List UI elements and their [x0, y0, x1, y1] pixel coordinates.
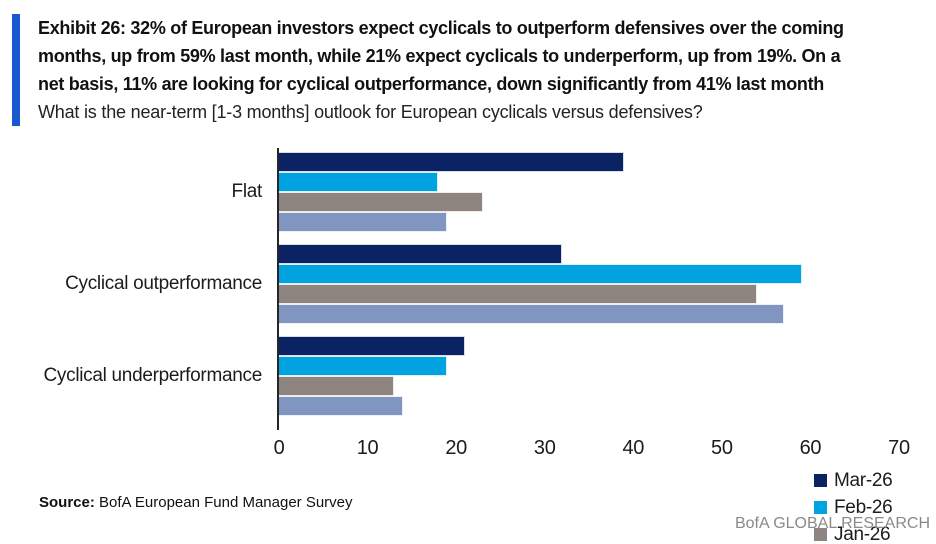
- bar-feb-26-cyclical-outperformance: [279, 264, 802, 284]
- bar-dec-25-cyclical-outperformance: [279, 304, 784, 324]
- y-axis-line: [277, 148, 279, 430]
- exhibit-title-line: net basis, 11% are looking for cyclical …: [38, 74, 825, 94]
- accent-bar: [12, 14, 20, 126]
- legend-swatch-mar-26: [814, 474, 827, 487]
- category-label-cyclical-outperformance: Cyclical outperformance: [65, 273, 262, 294]
- exhibit-title-line: months, up from 59% last month, while 21…: [38, 46, 841, 66]
- x-axis-ticks: 0 10 20 30 40 50 60 70: [274, 437, 911, 463]
- x-tick-30: 30: [533, 437, 556, 459]
- x-tick-70: 70: [888, 437, 910, 459]
- x-tick-10: 10: [356, 437, 379, 459]
- source-label: Source:: [39, 494, 95, 511]
- plot-groups: [279, 152, 899, 416]
- bar-group-flat: [279, 152, 899, 232]
- x-tick-60: 60: [799, 437, 822, 459]
- bar-jan-26-cyclical-outperformance: [279, 284, 758, 304]
- legend-swatch-feb-26: [814, 501, 827, 514]
- source-text: BofA European Fund Manager Survey: [99, 494, 353, 511]
- category-label-cyclical-underperformance: Cyclical underperformance: [43, 365, 263, 386]
- x-tick-0: 0: [273, 437, 285, 459]
- exhibit-title-line: Exhibit 26: 32% of European investors ex…: [38, 18, 844, 38]
- bar-chart: Flat Cyclical outperformance Cyclical unde…: [0, 148, 936, 544]
- legend-label: Jan-26: [834, 523, 891, 544]
- bar-mar-26-cyclical-underperformance: [279, 336, 465, 356]
- brand-mark: BofA GLOBAL RESEARCH: [734, 515, 930, 532]
- legend-label: Mar-26: [834, 469, 893, 491]
- x-tick-40: 40: [622, 437, 645, 459]
- bar-group-cyclical-underperformance: [279, 336, 899, 416]
- legend-item-mar-26: Mar-26: [814, 467, 893, 494]
- category-label-flat: Flat: [231, 181, 263, 202]
- bar-mar-26-cyclical-outperformance: [279, 244, 563, 264]
- source-line: Source: BofA European Fund Manager Surve…: [39, 494, 353, 511]
- legend-label: Feb-26: [834, 496, 893, 518]
- x-tick-50: 50: [711, 437, 733, 459]
- exhibit-header: Exhibit 26: 32% of European investors ex…: [12, 14, 844, 126]
- x-tick-20: 20: [445, 437, 467, 459]
- bar-dec-25-cyclical-underperformance: [279, 396, 403, 416]
- bar-jan-26-flat: [279, 192, 483, 212]
- bar-dec-25-flat: [279, 212, 448, 232]
- bar-group-cyclical-outperformance: [279, 244, 899, 324]
- legend-swatch-jan-26: [814, 528, 827, 541]
- legend-item-jan-26: Jan-26: [814, 521, 893, 544]
- bar-feb-26-flat: [279, 172, 439, 192]
- legend-item-feb-26: Feb-26: [814, 494, 893, 521]
- bar-jan-26-cyclical-underperformance: [279, 376, 395, 396]
- exhibit-title-block: Exhibit 26: 32% of European investors ex…: [38, 14, 844, 126]
- bar-mar-26-flat: [279, 152, 625, 172]
- survey-question: What is the near-term [1-3 months] outlo…: [38, 102, 703, 122]
- bar-feb-26-cyclical-underperformance: [279, 356, 448, 376]
